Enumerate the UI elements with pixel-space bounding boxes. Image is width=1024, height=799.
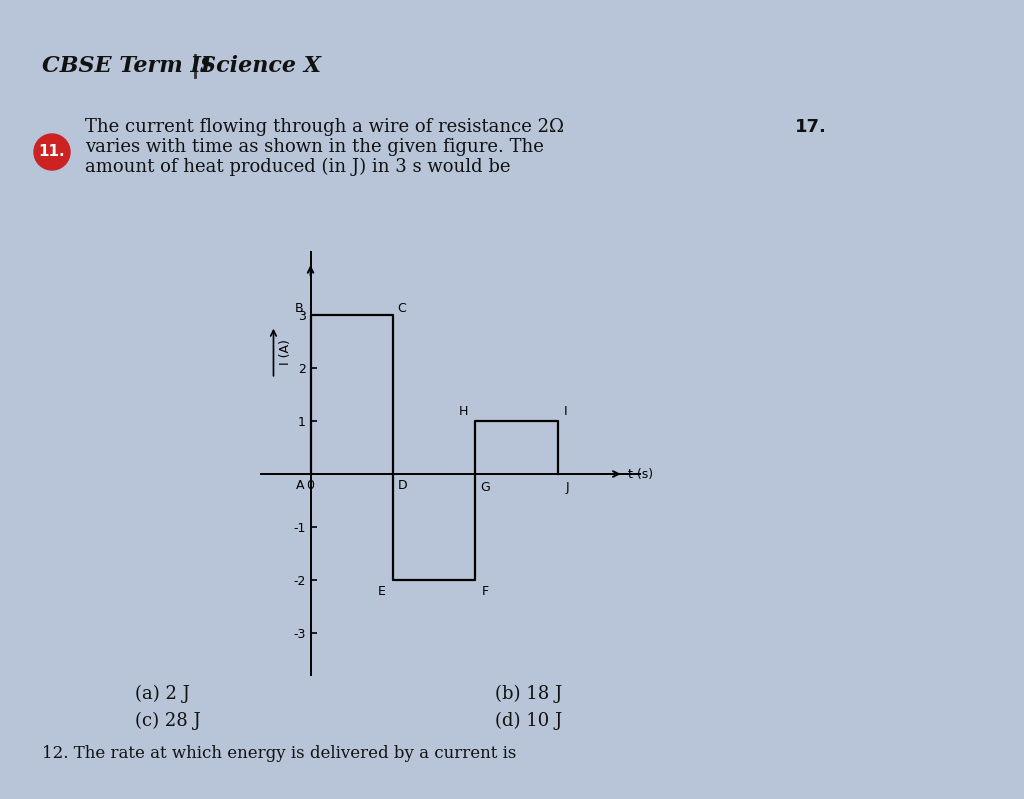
Text: D: D [398, 479, 408, 492]
Text: CBSE Term II: CBSE Term II [42, 55, 211, 77]
Text: (d) 10 J: (d) 10 J [495, 712, 562, 730]
Text: Science X: Science X [200, 55, 321, 77]
Text: E: E [378, 585, 385, 598]
Text: amount of heat produced (in J) in 3 s would be: amount of heat produced (in J) in 3 s wo… [85, 158, 511, 176]
Text: (b) 18 J: (b) 18 J [495, 685, 562, 703]
Text: I: I [564, 405, 567, 418]
Text: varies with time as shown in the given figure. The: varies with time as shown in the given f… [85, 138, 544, 156]
Text: G: G [480, 481, 490, 494]
Text: 11.: 11. [39, 145, 66, 160]
Text: (c) 28 J: (c) 28 J [135, 712, 201, 730]
Text: F: F [481, 585, 488, 598]
Text: 12. The rate at which energy is delivered by a current is: 12. The rate at which energy is delivere… [42, 745, 516, 762]
Text: H: H [459, 405, 468, 418]
Text: C: C [396, 302, 406, 316]
Text: A: A [296, 479, 304, 492]
Text: t (s): t (s) [628, 467, 652, 480]
Text: 17.: 17. [795, 118, 826, 136]
Text: B: B [295, 302, 303, 316]
Text: (a) 2 J: (a) 2 J [135, 685, 189, 703]
Circle shape [34, 134, 70, 170]
Text: The current flowing through a wire of resistance 2Ω: The current flowing through a wire of re… [85, 118, 564, 136]
Text: J: J [565, 481, 569, 494]
Text: I (A): I (A) [280, 340, 292, 365]
